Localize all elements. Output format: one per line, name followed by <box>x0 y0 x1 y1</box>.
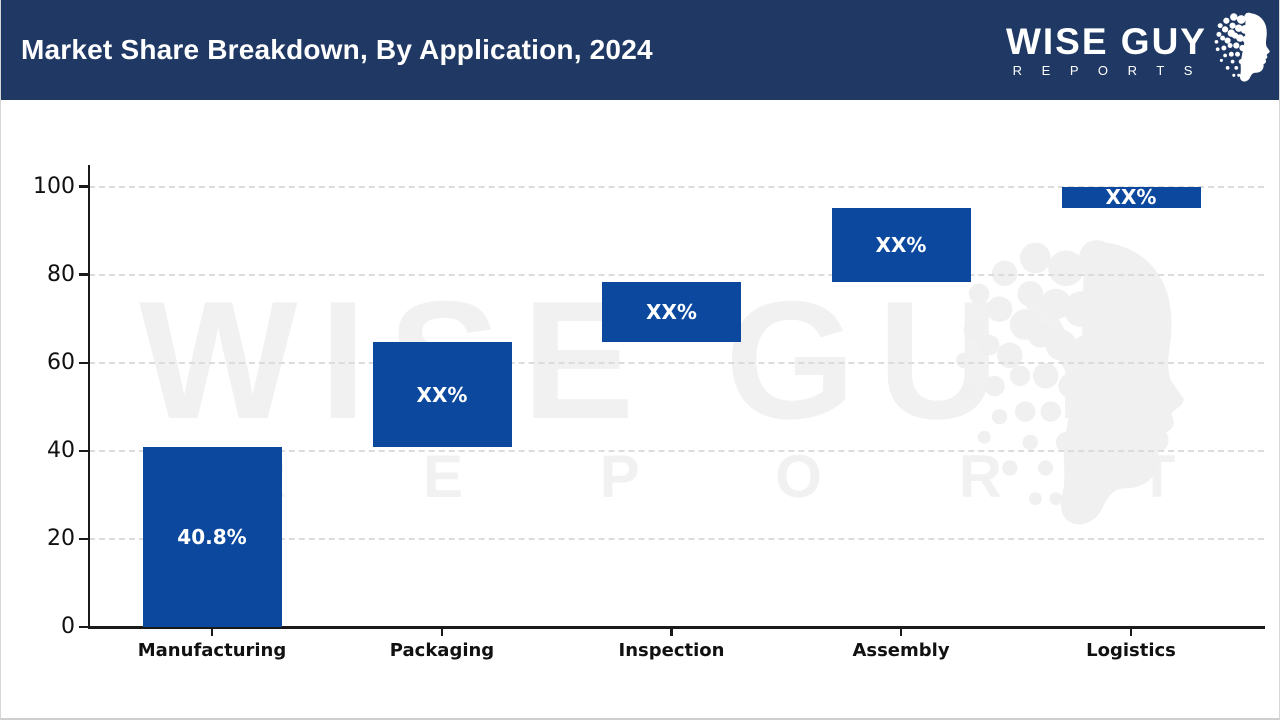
bar-value-label: XX% <box>1105 185 1157 210</box>
x-tick-0 <box>210 627 214 636</box>
x-tick-label-0: Manufacturing <box>137 640 287 661</box>
wise-guy-logo: WISE GUY R E P O R T S <box>1006 8 1271 92</box>
y-tick-label-60: 60 <box>47 349 75 375</box>
x-tick-3 <box>899 627 903 636</box>
y-tick-20 <box>79 537 89 541</box>
y-tick-label-40: 40 <box>47 437 75 463</box>
y-tick-60 <box>79 361 89 364</box>
y-tick-100 <box>79 185 89 188</box>
x-tick-2 <box>670 627 673 636</box>
bar-manufacturing: 40.8% <box>142 447 282 627</box>
bar-logistics: XX% <box>1061 185 1201 210</box>
gridline-80 <box>89 273 1264 276</box>
page-title: Market Share Breakdown, By Application, … <box>21 34 653 65</box>
x-tick-1 <box>440 627 444 636</box>
x-tick-label-3: Assembly <box>852 640 950 661</box>
y-tick-label-100: 100 <box>33 173 75 199</box>
bar-value-label: 40.8% <box>177 525 247 550</box>
x-axis-line <box>87 626 1265 629</box>
y-tick-label-0: 0 <box>61 614 75 639</box>
bar-inspection: XX% <box>602 282 741 343</box>
gridline-40 <box>89 449 1264 452</box>
x-tick-4 <box>1129 627 1133 636</box>
logo-text: WISE GUY R E P O R T S <box>1006 23 1207 77</box>
bar-value-label: XX% <box>875 233 927 258</box>
y-axis-line <box>87 165 90 627</box>
x-tick-label-2: Inspection <box>618 640 725 661</box>
y-tick-40 <box>79 449 89 453</box>
header-bar: Market Share Breakdown, By Application, … <box>1 0 1279 100</box>
dotted-head-logo-icon <box>1209 8 1271 92</box>
logo-wordmark: WISE GUY <box>1005 21 1207 62</box>
bar-value-label: XX% <box>646 300 697 325</box>
y-tick-label-20: 20 <box>47 525 75 551</box>
y-tick-label-80: 80 <box>47 261 75 287</box>
gridline-20 <box>89 537 1264 540</box>
gridline-100 <box>89 185 1264 188</box>
x-tick-label-4: Logistics <box>1086 640 1176 661</box>
y-tick-0 <box>79 625 89 629</box>
bar-value-label: XX% <box>416 382 468 407</box>
watermark-head-icon <box>933 218 1189 558</box>
y-tick-80 <box>79 273 89 276</box>
bar-assembly: XX% <box>831 208 971 283</box>
x-tick-label-1: Packaging <box>389 640 495 661</box>
logo-subtext: R E P O R T S <box>1012 63 1201 78</box>
bar-packaging: XX% <box>372 342 512 448</box>
gridline-60 <box>89 361 1264 364</box>
